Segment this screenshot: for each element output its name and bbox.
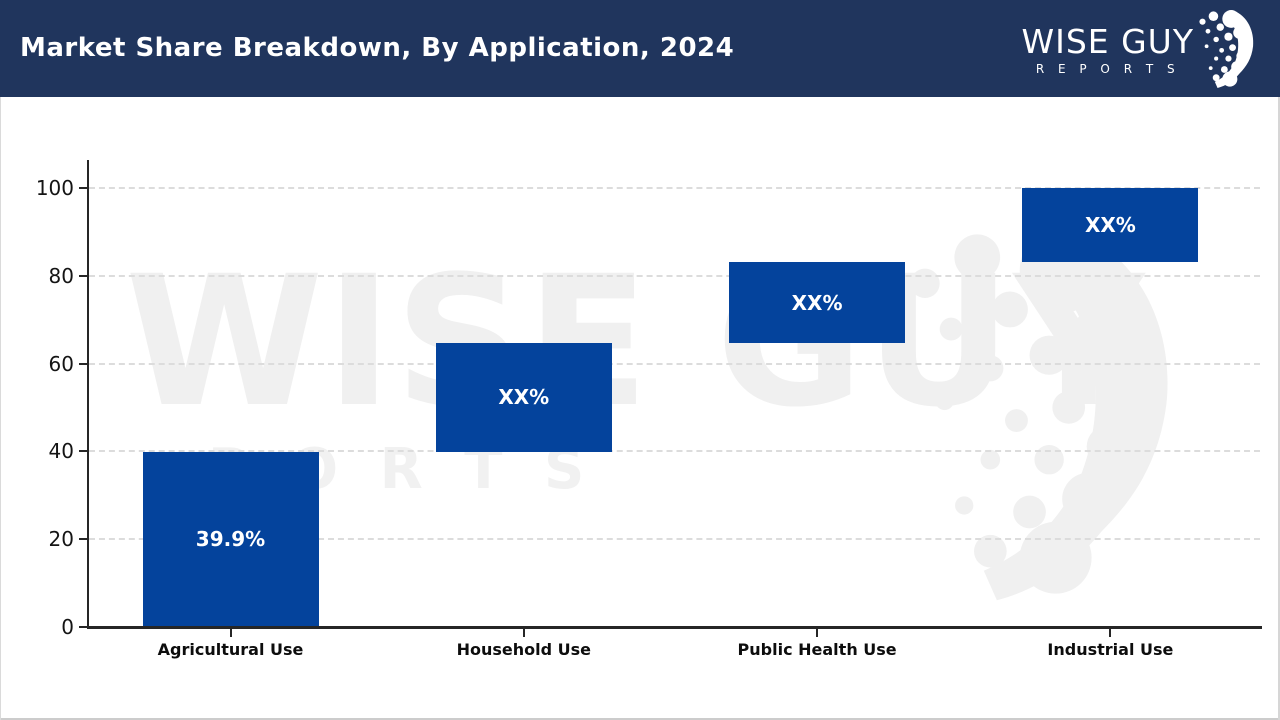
image-right-border: [1278, 97, 1280, 720]
bar-value-label: XX%: [498, 385, 550, 410]
bar-value-label: XX%: [791, 290, 843, 315]
wiseguy-logo-name: WISE GUY: [1021, 22, 1194, 61]
x-axis-tick: [522, 629, 525, 637]
y-axis-tick: [79, 450, 87, 453]
gridline: [89, 538, 1260, 541]
watermark-wiseguy-text: WISE GUY: [125, 238, 1147, 447]
image-left-border: [0, 97, 1, 720]
x-axis-tick: [816, 629, 819, 637]
x-axis-tick: [229, 629, 232, 637]
wiseguy-logo: WISE GUY R E P O R T S: [1021, 8, 1266, 90]
gridline: [89, 274, 1260, 277]
y-tick-label: 100: [35, 176, 74, 200]
y-tick-label: 60: [48, 351, 74, 376]
y-axis-tick: [79, 362, 87, 365]
wiseguy-logo-reports: R E P O R T S: [1035, 62, 1180, 76]
bar-value-label: XX%: [1084, 213, 1136, 238]
x-category-label: Industrial Use: [1047, 640, 1174, 659]
x-axis-line: [87, 626, 1262, 629]
image-bottom-border: [0, 718, 1280, 720]
wiseguy-head-icon: [1199, 10, 1254, 88]
bar-value-label: 39.9%: [195, 527, 266, 552]
bar-industrial-use: XX%: [1022, 188, 1199, 263]
watermark-head-graphic: [910, 227, 1168, 601]
gridline: [89, 450, 1260, 453]
bar-household-use: XX%: [435, 342, 612, 452]
y-axis-tick: [79, 187, 87, 189]
gridline: [89, 187, 1260, 189]
header-bar: Market Share Breakdown, By Application, …: [0, 0, 1280, 97]
x-category-label: Public Health Use: [737, 640, 897, 659]
y-tick-label: 80: [48, 263, 74, 288]
chart-title: Market Share Breakdown, By Application, …: [20, 33, 735, 63]
y-axis-line: [87, 160, 89, 628]
y-tick-label: 40: [48, 439, 74, 464]
y-axis-tick: [79, 274, 87, 277]
x-category-label: Agricultural Use: [157, 640, 304, 659]
y-axis-tick: [79, 626, 87, 628]
bar-agricultural-use: 39.9%: [142, 451, 319, 627]
y-tick-label: 20: [48, 527, 74, 552]
x-axis-tick: [1109, 629, 1112, 637]
y-axis-tick: [79, 538, 87, 541]
y-tick-label: 0: [61, 615, 74, 639]
gridline: [89, 362, 1260, 365]
bar-public-health-use: XX%: [729, 262, 906, 343]
wiseguy-logo-text: WISE GUY R E P O R T S: [1021, 22, 1194, 76]
x-category-label: Household Use: [456, 640, 591, 659]
